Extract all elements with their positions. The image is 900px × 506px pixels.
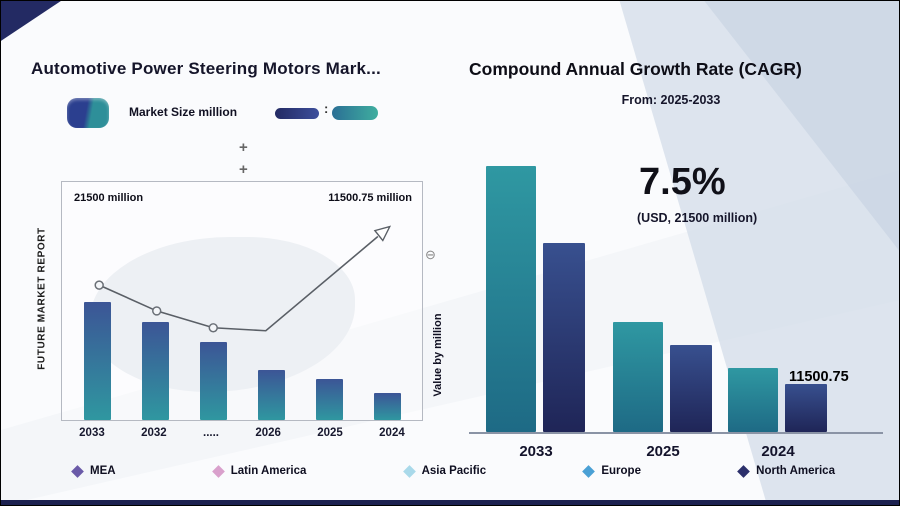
left-x-label: 2026 [255,427,281,439]
left-bar-chart: 21500 million 11500.75 million [61,181,423,421]
cagr-bar [785,384,827,432]
legend-diamond-icon [71,464,84,478]
cagr-title: Compound Annual Growth Rate (CAGR) [469,59,802,79]
plus-icon: + [239,139,248,156]
left-bar-2024 [373,393,401,420]
legend-diamond-icon [737,464,751,478]
left-x-label: 2032 [141,427,167,439]
left-x-label: 2024 [379,427,405,439]
left-bar-..... [199,342,227,420]
legend-item-europe: Europe [582,464,641,478]
left-x-label: ..... [203,427,219,439]
left-bar-2025 [315,379,343,420]
left-bar-2033 [83,302,111,420]
trend-arrow-line [94,225,392,333]
left-x-label: 2033 [79,427,105,439]
pill-navy-icon [275,108,319,119]
legend-diamond-icon [582,464,596,478]
legend-item-asia-pacific: Asia Pacific [402,464,487,478]
legend-label: Asia Pacific [421,465,487,477]
pill-colon: : [324,101,329,116]
value-by-million-label: Value by million [432,313,444,397]
legend-item-latin-america: Latin America [211,464,307,478]
bottom-strip [1,500,899,505]
cagr-value: 7.5% [639,161,726,203]
legend-label: Europe [601,465,641,477]
cagr-bar-group-2025 [613,322,712,432]
pill-teal-icon [332,106,378,120]
market-size-icon [67,98,109,128]
cagr-detail: (USD, 21500 million) [637,211,758,225]
left-bar-2032 [141,322,169,420]
left-x-label: 2025 [317,427,343,439]
left-bar-2026 [257,370,285,420]
legend-label: MEA [90,465,116,477]
future-market-report-label: FUTURE MARKET REPORT [36,227,48,370]
top-right-value: 11500.75 million [328,192,412,204]
cagr-x-label: 2025 [646,443,680,460]
legend-label: Latin America [230,465,307,477]
cagr-bar-group-2024 [728,368,827,432]
value-callout: 11500.75 [789,369,849,385]
cagr-bar [486,166,536,432]
minus-circle-icon: ⊖ [425,247,436,262]
left-bars-group [68,295,416,420]
market-size-legend-label: Market Size million [129,105,238,119]
plus-icon: + [239,161,248,178]
cagr-bar [613,322,663,432]
left-chart-title: Automotive Power Steering Motors Mark... [31,59,381,78]
cagr-bar [543,243,585,432]
legend-label: North America [756,465,835,477]
cagr-x-label: 2033 [519,443,553,460]
legend-item-north-america: North America [737,464,835,478]
legend-item-mea: MEA [71,464,116,478]
legend-diamond-icon [211,464,225,478]
cagr-subtitle: From: 2025-2033 [621,93,721,107]
legend-diamond-icon [402,464,416,478]
cagr-x-label: 2024 [761,443,795,460]
left-x-axis-labels: 2033 2032..... 2026 2025 2024 [61,427,423,439]
region-legend: MEA Latin America Asia Pacific Europe North … [71,464,835,478]
cagr-bar [728,368,778,432]
cagr-bar [670,345,712,432]
cagr-bar-chart: 2033 2025 2024 [469,161,883,460]
cagr-bar-group-2033 [486,166,585,432]
top-left-value: 21500 million [74,192,144,204]
